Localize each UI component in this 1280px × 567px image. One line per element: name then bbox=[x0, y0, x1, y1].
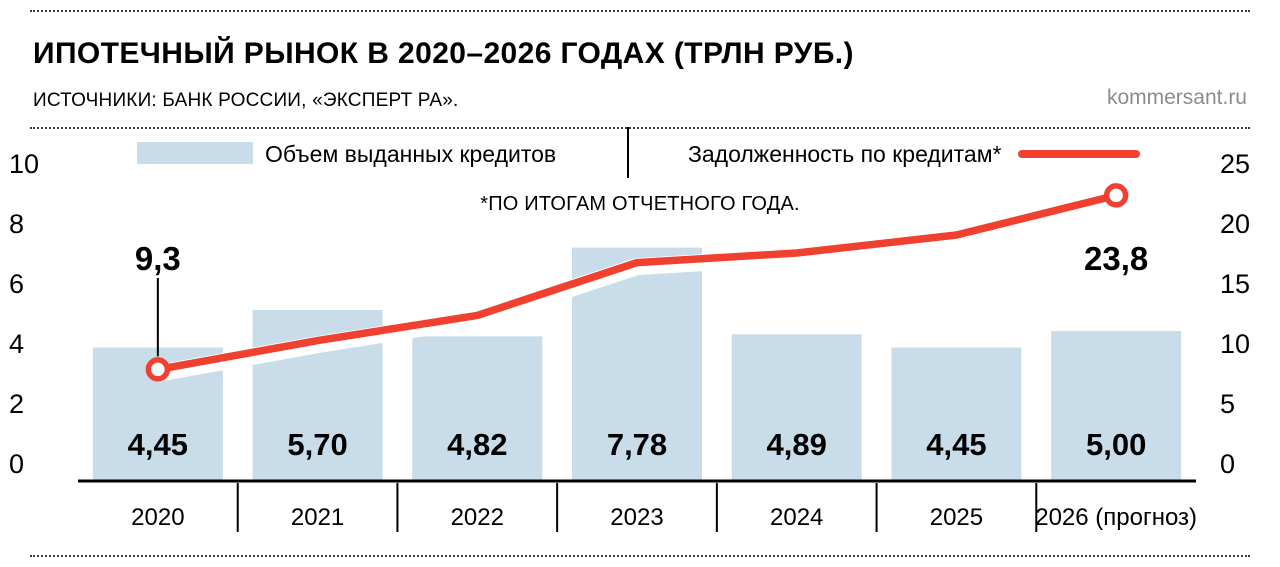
legend-line-swatch bbox=[1018, 150, 1140, 158]
debt-point-label: 23,8 bbox=[1084, 240, 1148, 277]
left-axis-tick-label: 0 bbox=[9, 449, 24, 479]
bar-value-label: 5,70 bbox=[287, 427, 347, 462]
year-label: 2020 bbox=[131, 504, 184, 531]
bar-value-label: 4,45 bbox=[128, 427, 188, 462]
right-axis-tick-label: 15 bbox=[1220, 269, 1250, 299]
bar-value-label: 4,82 bbox=[447, 427, 507, 462]
sources-line: ИСТОЧНИКИ: БАНК РОССИИ, «ЭКСПЕРТ РА». bbox=[33, 90, 459, 111]
debt-point-marker bbox=[145, 357, 171, 382]
bar-value-label: 5,00 bbox=[1086, 427, 1146, 462]
bar-value-label: 4,45 bbox=[926, 427, 986, 462]
bar-2026 (прогноз) bbox=[1051, 331, 1182, 481]
dotted-divider-bottom bbox=[30, 555, 1250, 557]
right-axis-tick-label: 5 bbox=[1220, 389, 1235, 419]
year-label: 2024 bbox=[770, 504, 823, 531]
bar-value-label: 7,78 bbox=[607, 427, 667, 462]
kommersant-link[interactable]: kommersant.ru bbox=[1106, 86, 1247, 109]
legend-divider-line bbox=[627, 127, 629, 178]
dotted-divider-top bbox=[30, 10, 1250, 12]
debt-line-casing bbox=[149, 190, 1125, 382]
left-axis-tick-label: 8 bbox=[9, 209, 24, 239]
left-axis-tick-label: 10 bbox=[9, 149, 39, 179]
year-label: 2021 bbox=[291, 504, 344, 531]
year-label: 2026 (прогноз) bbox=[1035, 504, 1197, 531]
debt-point-label: 9,3 bbox=[135, 240, 181, 277]
left-axis-tick-label: 4 bbox=[9, 329, 24, 359]
right-axis-tick-label: 20 bbox=[1220, 209, 1250, 239]
dotted-divider-middle bbox=[30, 127, 1250, 129]
footnote: *ПО ИТОГАМ ОТЧЕТНОГО ГОДА. bbox=[480, 193, 800, 215]
legend-line-label: Задолженность по кредитам* bbox=[688, 141, 1002, 167]
right-axis-tick-label: 0 bbox=[1220, 449, 1235, 479]
legend-bar-label: Объем выданных кредитов bbox=[265, 141, 557, 167]
year-label: 2025 bbox=[930, 504, 983, 531]
debt-point-marker bbox=[1103, 183, 1129, 208]
right-axis-tick-label: 25 bbox=[1220, 149, 1250, 179]
left-axis-tick-label: 6 bbox=[9, 269, 24, 299]
debt-line bbox=[154, 191, 1120, 374]
bar-2024 bbox=[731, 334, 862, 481]
page-title: ИПОТЕЧНЫЙ РЫНОК В 2020–2026 ГОДАХ (ТРЛН … bbox=[33, 37, 854, 70]
year-label: 2023 bbox=[610, 504, 663, 531]
bar-2022 bbox=[412, 336, 543, 481]
bar-2025 bbox=[891, 347, 1022, 481]
bar-value-label: 4,89 bbox=[767, 427, 827, 462]
year-label: 2022 bbox=[451, 504, 504, 531]
left-axis-tick-label: 2 bbox=[9, 389, 24, 419]
right-axis-tick-label: 10 bbox=[1220, 329, 1250, 359]
legend-bar-swatch bbox=[137, 142, 253, 164]
